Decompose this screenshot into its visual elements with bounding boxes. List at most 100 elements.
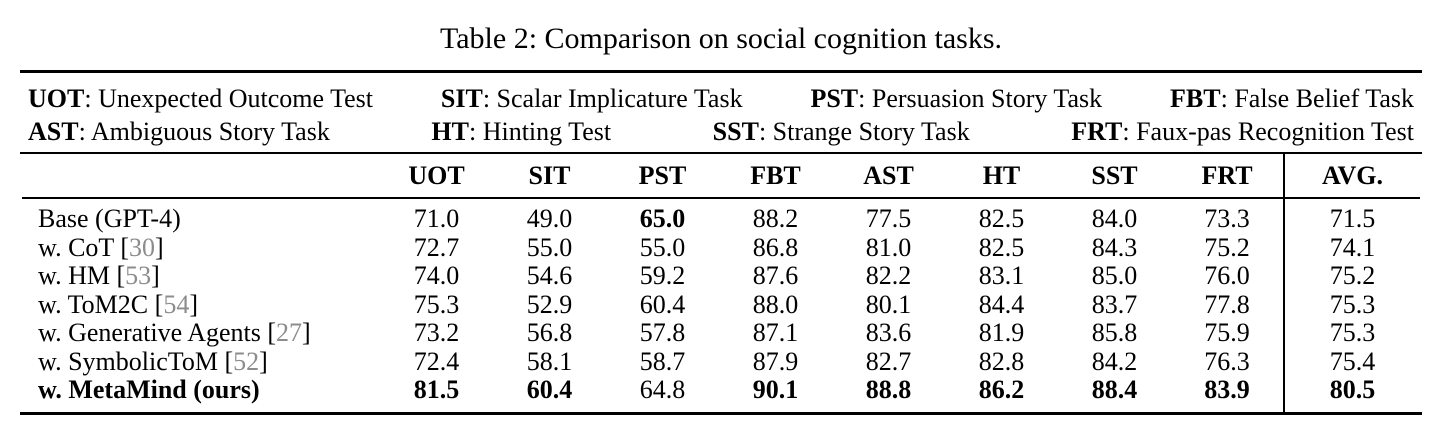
- method-name: Base (GPT-4): [38, 204, 181, 233]
- metric-value-cell: 86.2: [978, 375, 1025, 404]
- citation-bracket: ]: [259, 346, 268, 376]
- column-header-frt: FRT: [1171, 154, 1284, 199]
- column-header-sit: SIT: [493, 154, 606, 199]
- citation-bracket: ]: [155, 232, 164, 262]
- metric-value-cell: 86.8: [752, 232, 799, 262]
- metric-value-cell: 60.4: [639, 289, 686, 319]
- metric-value-cell: 64.8: [639, 375, 686, 404]
- method-label: w. HM [53]: [22, 261, 380, 291]
- legend-item-pst: PST: Persuasion Story Task: [810, 82, 1102, 115]
- citation-bracket: ]: [189, 289, 198, 319]
- method-column-header: [22, 154, 380, 199]
- metric-value-cell: 87.9: [752, 346, 799, 376]
- method-label: w. Generative Agents [27]: [22, 318, 380, 348]
- legend-abbr: HT: [431, 117, 469, 146]
- metric-value-cell: 58.1: [526, 346, 573, 376]
- method-name: w. ToM2C: [38, 289, 155, 319]
- metric-value-cell: 83.6: [865, 318, 912, 347]
- method-name: w. HM: [38, 261, 117, 290]
- method-name: w. CoT: [38, 232, 121, 262]
- citation-link[interactable]: 52: [233, 346, 260, 376]
- citation-link[interactable]: 30: [129, 232, 156, 262]
- table-row-cot: w. CoT [30] 72.7 55.0 55.0 86.8 81.0 82.…: [22, 232, 1420, 262]
- table-row-tom2c: w. ToM2C [54] 75.3 52.9 60.4 88.0 80.1 8…: [22, 289, 1420, 320]
- method-label: Base (GPT-4): [22, 198, 380, 234]
- metric-value-cell: 83.9: [1204, 375, 1250, 404]
- metric-value-cell: 83.1: [978, 261, 1025, 290]
- metric-value-cell: 88.2: [752, 204, 799, 233]
- metric-value-cell: 84.0: [1091, 204, 1138, 233]
- metric-value-cell: 87.1: [752, 318, 799, 347]
- legend-separator: :: [858, 84, 872, 113]
- legend-desc: Persuasion Story Task: [871, 84, 1103, 113]
- column-header-ht: HT: [945, 154, 1058, 199]
- citation-bracket: [: [224, 346, 234, 376]
- metric-value-cell: 75.9: [1204, 318, 1250, 347]
- metric-value-cell: 85.0: [1091, 261, 1138, 290]
- table-row-generative-agents: w. Generative Agents [27] 73.2 56.8 57.8…: [22, 318, 1420, 348]
- legend-abbr: FRT: [1071, 117, 1123, 146]
- column-header-uot: UOT: [380, 154, 493, 199]
- metric-value-cell: 88.8: [865, 375, 912, 404]
- citation-link[interactable]: 53: [125, 261, 152, 290]
- table-row-symbolictom: w. SymbolicToM [52] 72.4 58.1 58.7 87.9 …: [22, 346, 1420, 376]
- method-name: w. MetaMind (ours): [38, 375, 260, 404]
- metric-value-cell: 72.4: [413, 346, 460, 376]
- metric-value-cell: 81.5: [413, 375, 460, 404]
- legend-abbr: AST: [28, 117, 79, 146]
- avg-value-cell: 75.2: [1283, 261, 1420, 291]
- avg-value-cell: 75.3: [1283, 318, 1420, 348]
- metric-value-cell: 90.1: [752, 375, 799, 404]
- metric-value-cell: 49.0: [526, 204, 573, 233]
- legend-item-frt: FRT: Faux-pas Recognition Test: [1071, 115, 1414, 148]
- legend-item-ast: AST: Ambiguous Story Task: [28, 115, 330, 148]
- metric-value-cell: 58.7: [639, 346, 686, 376]
- metric-value-cell: 75.3: [413, 289, 460, 319]
- metric-value-cell: 54.6: [526, 261, 573, 290]
- metric-value-cell: 56.8: [526, 318, 573, 347]
- citation-bracket: [: [154, 289, 164, 319]
- metric-value-cell: 65.0: [639, 204, 686, 233]
- citation-link[interactable]: 27: [276, 318, 303, 347]
- metric-value-cell: 84.4: [978, 289, 1025, 319]
- legend-item-uot: UOT: Unexpected Outcome Test: [28, 82, 373, 115]
- abbreviation-legend: UOT: Unexpected Outcome Test SIT: Scalar…: [28, 73, 1414, 152]
- legend-abbr: UOT: [28, 84, 85, 113]
- legend-divider-rule: [20, 152, 1422, 154]
- method-name: w. SymbolicToM: [38, 346, 225, 376]
- metric-value-cell: 82.2: [865, 261, 912, 290]
- metric-value-cell: 84.2: [1091, 346, 1138, 376]
- metric-value-cell: 80.1: [865, 289, 912, 319]
- legend-desc: Scalar Implicature Task: [496, 84, 743, 113]
- method-label: w. ToM2C [54]: [22, 289, 380, 320]
- avg-value-cell: 80.5: [1283, 375, 1420, 412]
- legend-separator: :: [1220, 84, 1235, 113]
- citation-link[interactable]: 54: [163, 289, 190, 319]
- citation-bracket: ]: [302, 318, 311, 347]
- table-row-metamind-ours: w. MetaMind (ours) 81.5 60.4 64.8 90.1 8…: [22, 375, 1420, 412]
- legend-item-sit: SIT: Scalar Implicature Task: [441, 82, 743, 115]
- citation-bracket: ]: [151, 261, 160, 290]
- metric-value-cell: 75.2: [1204, 232, 1250, 262]
- metric-value-cell: 57.8: [639, 318, 686, 347]
- metric-value-cell: 82.8: [978, 346, 1025, 376]
- metric-value-cell: 77.5: [865, 204, 912, 233]
- metric-value-cell: 76.0: [1204, 261, 1250, 290]
- metric-value-cell: 55.0: [639, 232, 686, 262]
- metric-value-cell: 73.3: [1204, 204, 1250, 233]
- table-row-base-gpt4: Base (GPT-4) 71.0 49.0 65.0 88.2 77.5 82…: [22, 198, 1420, 234]
- legend-abbr: FBT: [1170, 84, 1221, 113]
- metric-value-cell: 88.4: [1091, 375, 1138, 404]
- legend-desc: Hinting Test: [482, 117, 612, 146]
- legend-item-ht: HT: Hinting Test: [431, 115, 611, 148]
- metric-value-cell: 81.9: [978, 318, 1025, 347]
- metric-value-cell: 83.7: [1091, 289, 1138, 319]
- column-header-pst: PST: [606, 154, 719, 199]
- metric-value-cell: 72.7: [413, 232, 460, 262]
- legend-abbr: SST: [712, 117, 759, 146]
- metric-value-cell: 82.5: [978, 232, 1025, 262]
- metric-value-cell: 55.0: [526, 232, 573, 262]
- table-caption: Table 2: Comparison on social cognition …: [440, 22, 1002, 55]
- legend-abbr: SIT: [440, 84, 483, 113]
- metric-value-cell: 76.3: [1204, 346, 1250, 376]
